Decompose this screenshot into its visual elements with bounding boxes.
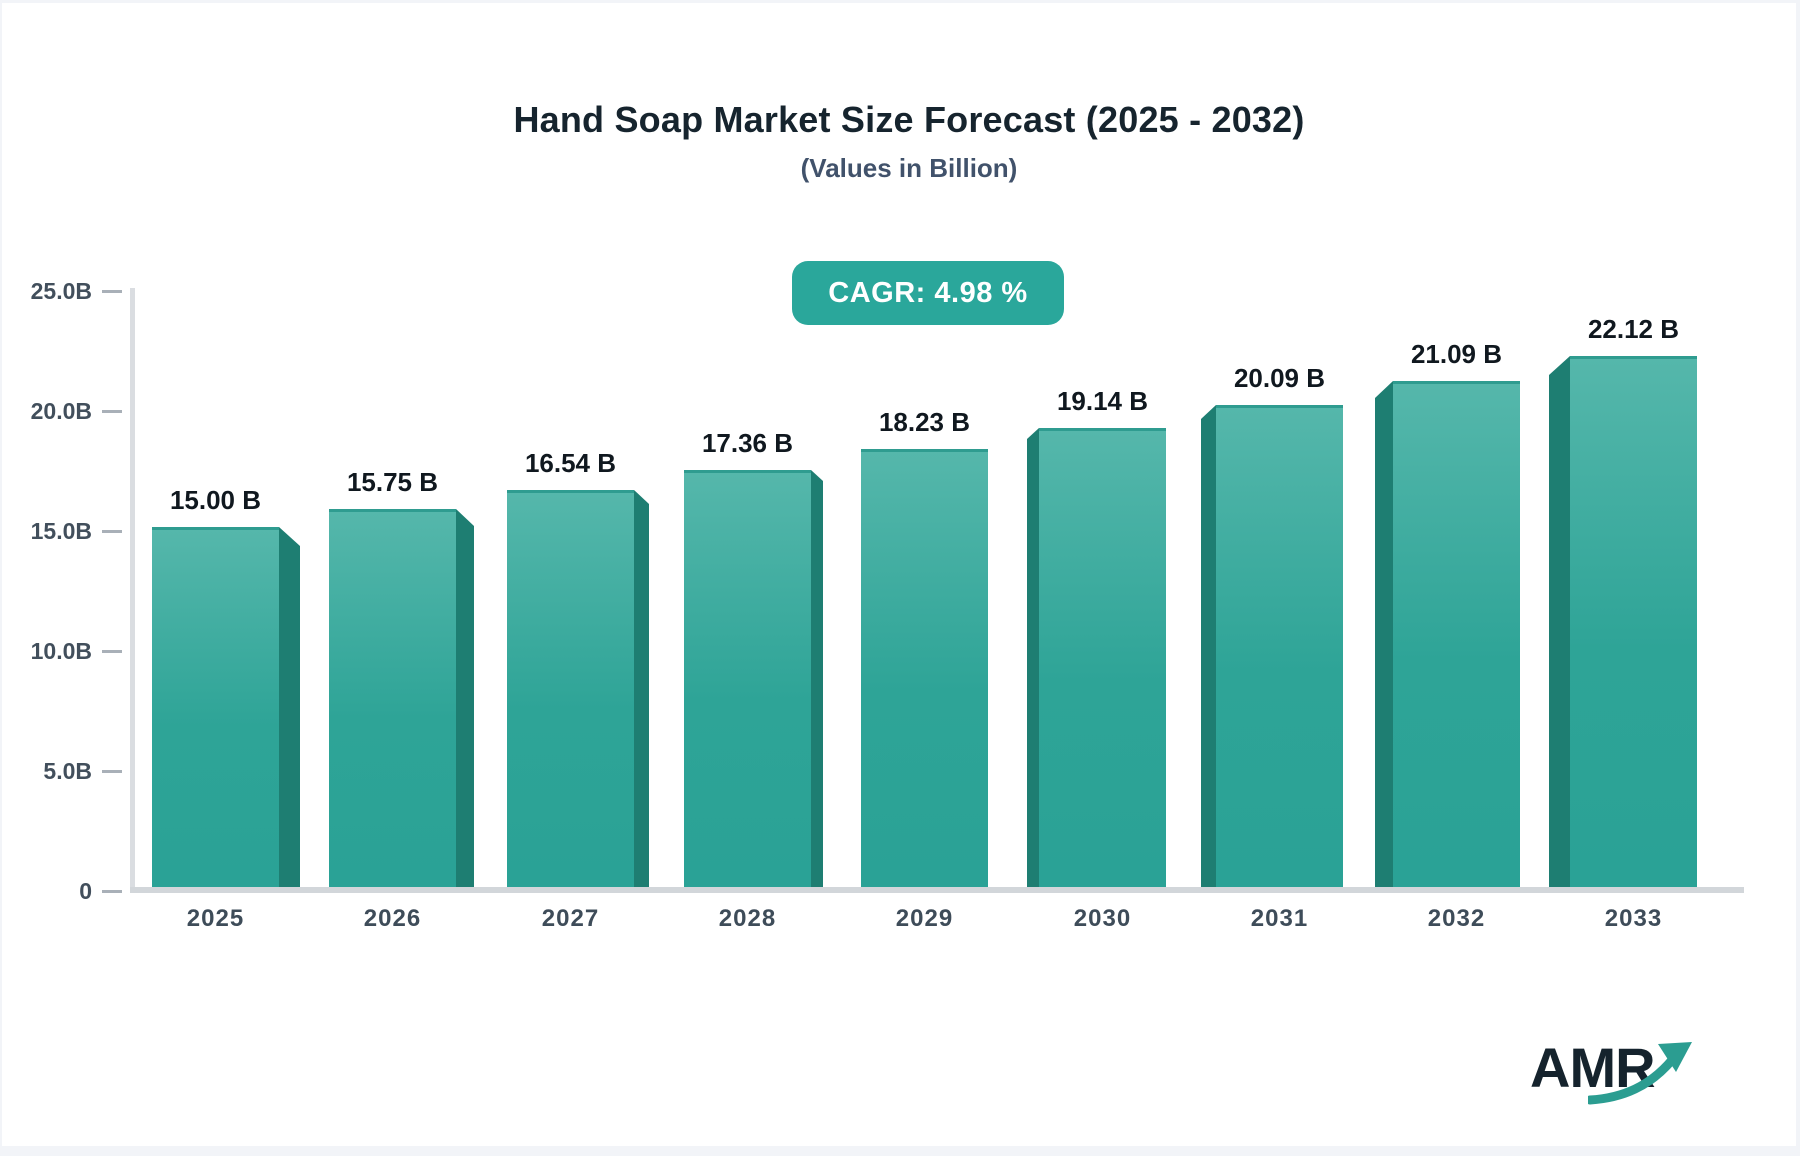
bar-side-2032 bbox=[1375, 381, 1393, 887]
y-axis-tick-label: 25.0B bbox=[30, 278, 92, 304]
bar-2030 bbox=[1039, 428, 1166, 887]
bar-value-label: 18.23 B bbox=[878, 407, 971, 437]
y-axis-tick-mark bbox=[102, 410, 122, 413]
x-axis-tick-label: 2027 bbox=[541, 905, 600, 932]
chart-title: Hand Soap Market Size Forecast (2025 - 2… bbox=[513, 99, 1305, 140]
y-axis-tick-mark bbox=[102, 890, 122, 893]
x-axis-tick-label: 2025 bbox=[186, 905, 245, 932]
growth-arrow-icon bbox=[1588, 1042, 1692, 1105]
bar-side-2033 bbox=[1549, 356, 1570, 887]
bar-value-label: 15.75 B bbox=[346, 467, 439, 497]
bar-side-2026 bbox=[456, 509, 474, 887]
chart-subtitle: (Values in Billion) bbox=[800, 153, 1018, 183]
cagr-badge-label: CAGR: 4.98 % bbox=[828, 276, 1028, 309]
y-axis-tick-label: 10.0B bbox=[30, 638, 92, 664]
y-axis-tick-label: 5.0B bbox=[43, 758, 92, 784]
x-axis-tick-label: 2030 bbox=[1073, 905, 1132, 932]
bar-value-label: 15.00 B bbox=[169, 485, 262, 515]
bar-value-label: 19.14 B bbox=[1056, 386, 1149, 416]
y-axis-tick-mark bbox=[102, 770, 122, 773]
bar-side-2027 bbox=[634, 490, 649, 887]
bar-value-label: 16.54 B bbox=[524, 448, 617, 478]
y-axis-line bbox=[130, 288, 135, 891]
bar-value-label: 20.09 B bbox=[1233, 363, 1326, 393]
y-axis-tick-mark bbox=[102, 650, 122, 653]
bar-2027 bbox=[507, 490, 634, 887]
bar-2033 bbox=[1570, 356, 1697, 887]
bar-value-label: 17.36 B bbox=[701, 428, 794, 458]
bar-2026 bbox=[329, 509, 456, 887]
bar-value-label: 21.09 B bbox=[1410, 339, 1503, 369]
x-axis-tick-label: 2026 bbox=[363, 905, 422, 932]
bar-side-2028 bbox=[811, 470, 823, 887]
y-axis-tick-label: 0 bbox=[79, 878, 92, 904]
y-axis-tick-mark bbox=[102, 530, 122, 533]
bar-side-2030 bbox=[1027, 428, 1039, 887]
bar-2031 bbox=[1216, 405, 1343, 887]
y-axis-tick-label: 20.0B bbox=[30, 398, 92, 424]
amr-logo: AMR bbox=[1530, 1038, 1720, 1113]
x-axis-tick-label: 2032 bbox=[1427, 905, 1486, 932]
bar-2028 bbox=[684, 470, 811, 887]
bar-value-label: 22.12 B bbox=[1587, 314, 1680, 344]
bar-side-2025 bbox=[279, 527, 300, 887]
y-axis-tick-label: 15.0B bbox=[30, 518, 92, 544]
chart-card: Hand Soap Market Size Forecast (2025 - 2… bbox=[2, 3, 1796, 1146]
x-axis-baseline bbox=[130, 887, 1744, 893]
bar-2029 bbox=[861, 449, 988, 887]
x-axis-tick-label: 2028 bbox=[718, 905, 777, 932]
x-axis-tick-label: 2029 bbox=[895, 905, 954, 932]
x-axis-tick-label: 2031 bbox=[1250, 905, 1309, 932]
x-axis-tick-label: 2033 bbox=[1604, 905, 1663, 932]
bar-side-2031 bbox=[1201, 405, 1216, 887]
y-axis-tick-mark bbox=[102, 290, 122, 293]
bar-2025 bbox=[152, 527, 279, 887]
bar-2032 bbox=[1393, 381, 1520, 887]
cagr-badge: CAGR: 4.98 % bbox=[792, 261, 1064, 325]
